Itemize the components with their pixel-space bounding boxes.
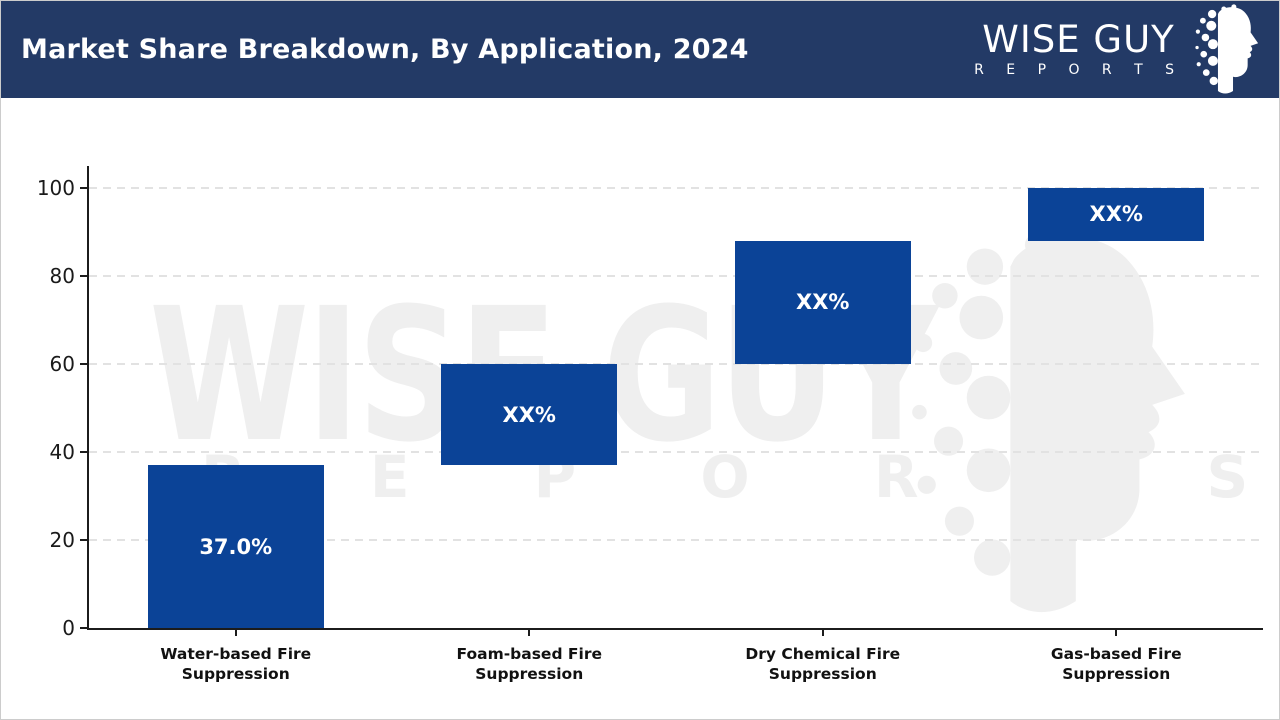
y-tick-label: 0 — [62, 616, 75, 640]
bar-value-label: XX% — [502, 402, 556, 427]
x-axis-line — [87, 628, 1263, 630]
y-tick-label: 20 — [49, 528, 75, 552]
logo-subtext: R E P O R T S — [974, 62, 1183, 78]
x-tick-label: Foam-based Fire Suppression — [456, 645, 603, 684]
y-tick-mark — [80, 451, 87, 453]
y-axis-line — [87, 166, 89, 630]
bar-segment: XX% — [734, 240, 911, 364]
brand-logo-text: WISE GUY R E P O R T S — [974, 21, 1183, 78]
brand-logo: WISE GUY R E P O R T S — [974, 1, 1271, 98]
plot-area: 0 20 40 60 80 100 37.0% Water-based Fire Suppre… — [37, 166, 1263, 683]
y-tick-label: 80 — [49, 264, 75, 288]
bar-segment: 37.0% — [147, 465, 324, 628]
y-tick-mark — [80, 627, 87, 629]
y-tick-mark — [80, 275, 87, 277]
x-tick-mark — [1115, 630, 1118, 636]
gridline — [89, 363, 1263, 365]
y-tick-mark — [80, 187, 87, 189]
gridline — [89, 539, 1263, 541]
bar-value-label: XX% — [796, 290, 850, 315]
x-tick-mark — [821, 630, 824, 636]
x-tick-label: Gas-based Fire Suppression — [1050, 645, 1182, 684]
bar-segment: XX% — [441, 364, 618, 466]
bar-segment: XX% — [1028, 188, 1205, 241]
y-tick-label: 40 — [49, 440, 75, 464]
y-tick-mark — [80, 363, 87, 365]
bar-value-label: XX% — [1089, 202, 1143, 227]
gridline — [89, 187, 1263, 189]
gridline — [89, 451, 1263, 453]
page-title: Market Share Breakdown, By Application, … — [21, 34, 749, 65]
watermark-face-graphic — [912, 224, 1185, 613]
y-tick-label: 100 — [36, 176, 75, 200]
x-tick-mark — [528, 630, 531, 636]
header-bar: Market Share Breakdown, By Application, … — [1, 1, 1279, 98]
y-tick-mark — [80, 539, 87, 541]
x-tick-label: Water-based Fire Suppression — [160, 645, 312, 684]
logo-wordmark: WISE GUY — [982, 18, 1175, 61]
y-tick-label: 60 — [49, 352, 75, 376]
x-tick-label: Dry Chemical Fire Suppression — [745, 645, 901, 684]
bar-value-label: 37.0% — [199, 534, 273, 559]
gridline — [89, 275, 1263, 277]
logo-face-icon — [1195, 3, 1259, 93]
x-tick-mark — [234, 630, 237, 636]
